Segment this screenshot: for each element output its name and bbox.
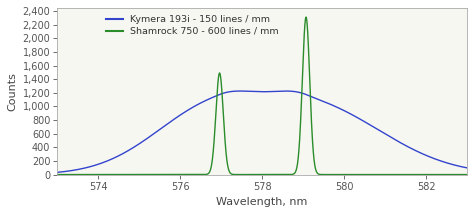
Line: Shamrock 750 - 600 lines / mm: Shamrock 750 - 600 lines / mm	[57, 17, 467, 175]
Kymera 193i - 150 lines / mm	[55, 171, 60, 174]
Shamrock 750 - 600 lines / mm	[297, 136, 302, 139]
Shamrock 750 - 600 lines / mm	[380, 173, 386, 176]
X-axis label: Wavelength, nm: Wavelength, nm	[217, 197, 308, 207]
Kymera 193i - 150 lines / mm	[297, 91, 303, 94]
Kymera 193i - 150 lines / mm	[315, 98, 320, 100]
Kymera 193i - 150 lines / mm	[358, 118, 364, 121]
Kymera 193i - 150 lines / mm	[464, 167, 470, 169]
Kymera 193i - 150 lines / mm	[380, 131, 386, 134]
Shamrock 750 - 600 lines / mm	[464, 173, 470, 176]
Shamrock 750 - 600 lines / mm	[358, 173, 364, 176]
Shamrock 750 - 600 lines / mm	[203, 173, 209, 176]
Shamrock 750 - 600 lines / mm	[55, 173, 60, 176]
Legend: Kymera 193i - 150 lines / mm, Shamrock 750 - 600 lines / mm: Kymera 193i - 150 lines / mm, Shamrock 7…	[103, 12, 282, 39]
Line: Kymera 193i - 150 lines / mm: Kymera 193i - 150 lines / mm	[57, 91, 467, 172]
Shamrock 750 - 600 lines / mm	[315, 172, 320, 175]
Shamrock 750 - 600 lines / mm	[75, 173, 81, 176]
Y-axis label: Counts: Counts	[7, 72, 17, 110]
Kymera 193i - 150 lines / mm	[203, 99, 209, 102]
Kymera 193i - 150 lines / mm	[75, 168, 81, 171]
Shamrock 750 - 600 lines / mm	[303, 16, 309, 18]
Kymera 193i - 150 lines / mm	[283, 90, 289, 92]
